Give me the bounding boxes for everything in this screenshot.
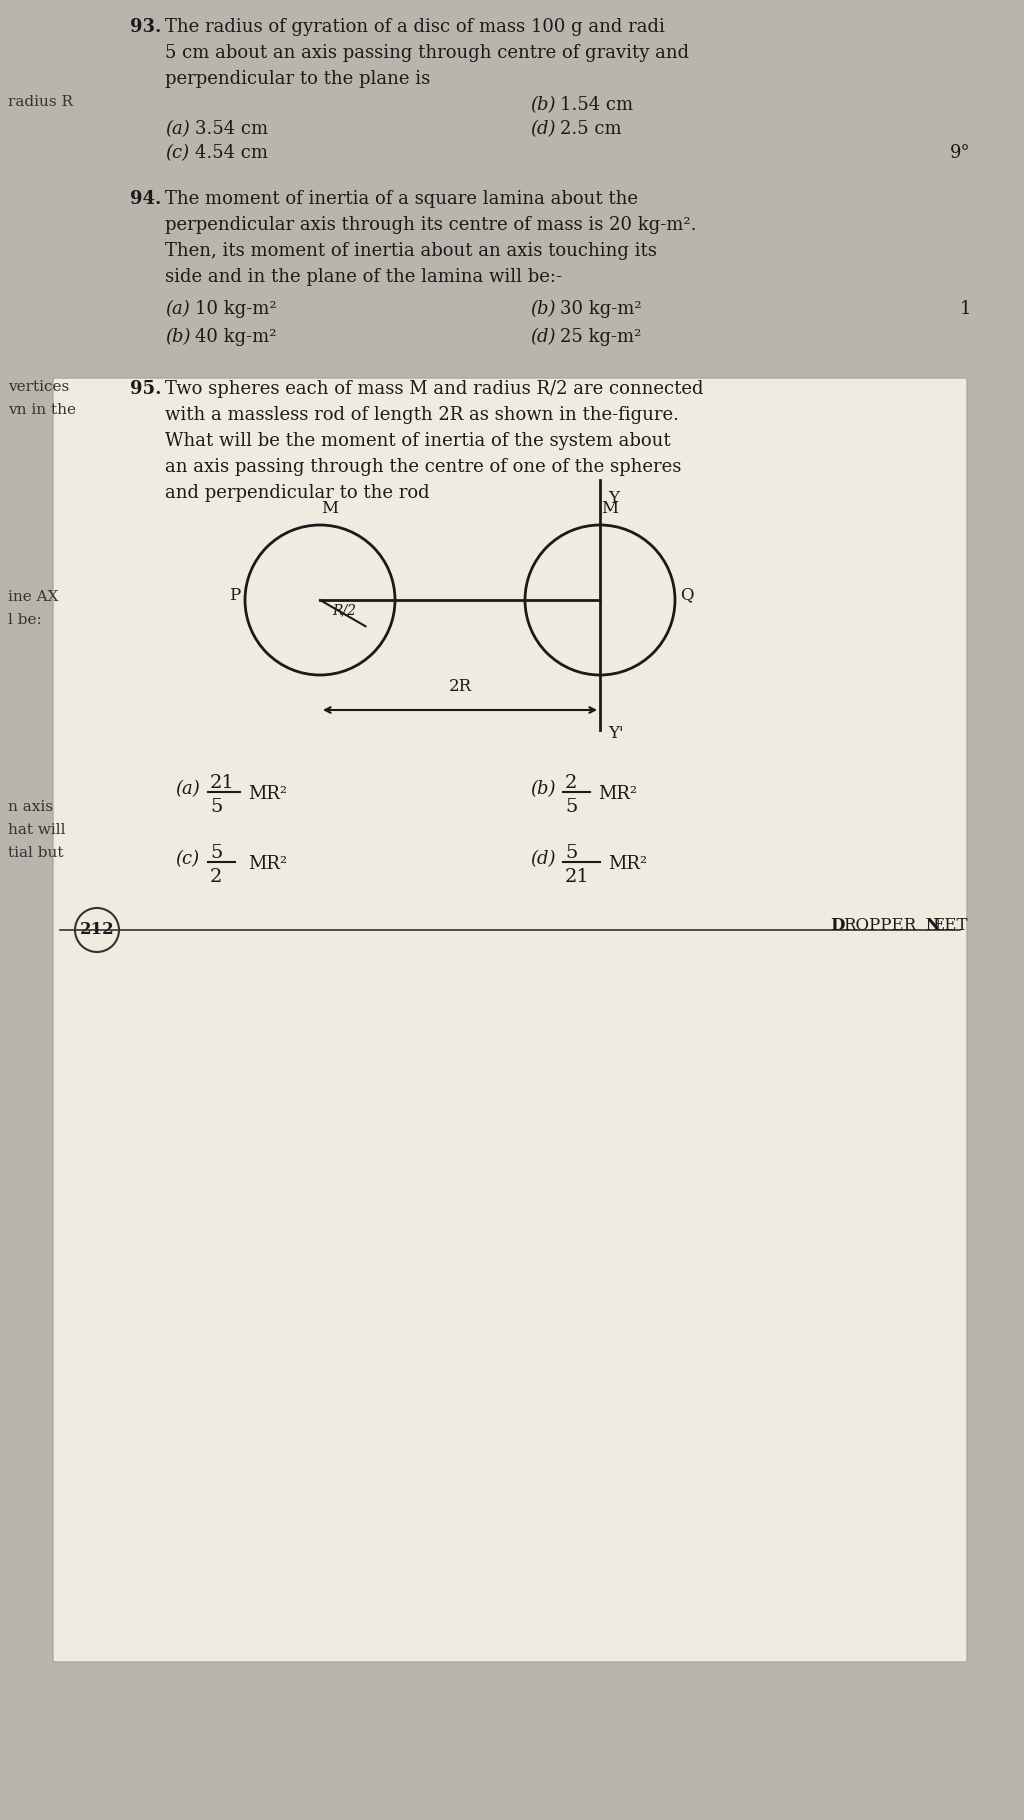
Text: What will be the moment of inertia of the system about: What will be the moment of inertia of th… (165, 431, 671, 450)
Text: 93.: 93. (130, 18, 162, 36)
Text: tial but: tial but (8, 846, 63, 861)
Text: The moment of inertia of a square lamina about the: The moment of inertia of a square lamina… (165, 189, 638, 207)
Text: vertices: vertices (8, 380, 70, 393)
Text: l be:: l be: (8, 613, 42, 628)
Text: perpendicular to the plane is: perpendicular to the plane is (165, 69, 430, 87)
Text: Two spheres each of mass M and radius R/2 are connected: Two spheres each of mass M and radius R/… (165, 380, 703, 399)
Text: (a): (a) (165, 120, 189, 138)
Text: radius R: radius R (8, 95, 73, 109)
Text: 5: 5 (565, 797, 578, 815)
Text: 25 kg-m²: 25 kg-m² (560, 328, 641, 346)
Text: 9°: 9° (950, 144, 971, 162)
Text: (c): (c) (175, 850, 199, 868)
Text: MR²: MR² (248, 855, 287, 874)
Text: N: N (920, 917, 941, 934)
Text: EET: EET (932, 917, 968, 934)
Text: (d): (d) (530, 850, 555, 868)
Text: 5: 5 (565, 844, 578, 863)
Text: an axis passing through the centre of one of the spheres: an axis passing through the centre of on… (165, 459, 681, 477)
Text: (b): (b) (530, 96, 555, 115)
Text: (b): (b) (530, 781, 555, 797)
Text: 10 kg-m²: 10 kg-m² (195, 300, 276, 318)
Text: Q: Q (680, 586, 693, 604)
Text: (b): (b) (530, 300, 555, 318)
Text: P: P (228, 586, 240, 604)
Text: The radius of gyration of a disc of mass 100 g and radi: The radius of gyration of a disc of mass… (165, 18, 665, 36)
Text: 5: 5 (210, 797, 222, 815)
Text: Then, its moment of inertia about an axis touching its: Then, its moment of inertia about an axi… (165, 242, 656, 260)
Text: Y': Y' (608, 724, 624, 743)
Text: R/2: R/2 (332, 602, 356, 617)
Text: 4.54 cm: 4.54 cm (195, 144, 268, 162)
Text: side and in the plane of the lamina will be:-: side and in the plane of the lamina will… (165, 268, 562, 286)
Text: (c): (c) (165, 144, 189, 162)
Text: (d): (d) (530, 120, 555, 138)
Text: M: M (322, 501, 339, 517)
Text: 212: 212 (80, 921, 115, 939)
FancyBboxPatch shape (53, 379, 967, 1662)
Text: 95.: 95. (130, 380, 162, 399)
Text: 30 kg-m²: 30 kg-m² (560, 300, 642, 318)
Text: 1.54 cm: 1.54 cm (560, 96, 633, 115)
Text: 2R: 2R (449, 679, 472, 695)
Text: 21: 21 (565, 868, 590, 886)
Text: ROPPER: ROPPER (843, 917, 916, 934)
Text: 40 kg-m²: 40 kg-m² (195, 328, 276, 346)
Text: 21: 21 (210, 774, 234, 792)
Text: D: D (830, 917, 845, 934)
Text: with a massless rod of length 2R as shown in the-figure.: with a massless rod of length 2R as show… (165, 406, 679, 424)
Text: 1: 1 (961, 300, 972, 318)
Text: (a): (a) (165, 300, 189, 318)
Text: n axis: n axis (8, 801, 53, 814)
Text: (d): (d) (530, 328, 555, 346)
Text: MR²: MR² (248, 784, 287, 803)
Text: M: M (601, 501, 618, 517)
Text: and perpendicular to the rod: and perpendicular to the rod (165, 484, 430, 502)
Text: 2: 2 (565, 774, 578, 792)
Text: hat will: hat will (8, 823, 66, 837)
Text: 5: 5 (210, 844, 222, 863)
Text: 5 cm about an axis passing through centre of gravity and: 5 cm about an axis passing through centr… (165, 44, 689, 62)
Text: MR²: MR² (598, 784, 637, 803)
Text: 3.54 cm: 3.54 cm (195, 120, 268, 138)
Text: 94.: 94. (130, 189, 162, 207)
Text: (b): (b) (165, 328, 190, 346)
Text: 2.5 cm: 2.5 cm (560, 120, 622, 138)
Text: vn in the: vn in the (8, 402, 76, 417)
Text: (a): (a) (175, 781, 200, 797)
Text: 2: 2 (210, 868, 222, 886)
Text: MR²: MR² (608, 855, 647, 874)
Text: perpendicular axis through its centre of mass is 20 kg-m².: perpendicular axis through its centre of… (165, 217, 696, 235)
Text: ine AX: ine AX (8, 590, 58, 604)
Text: Y: Y (608, 490, 618, 508)
